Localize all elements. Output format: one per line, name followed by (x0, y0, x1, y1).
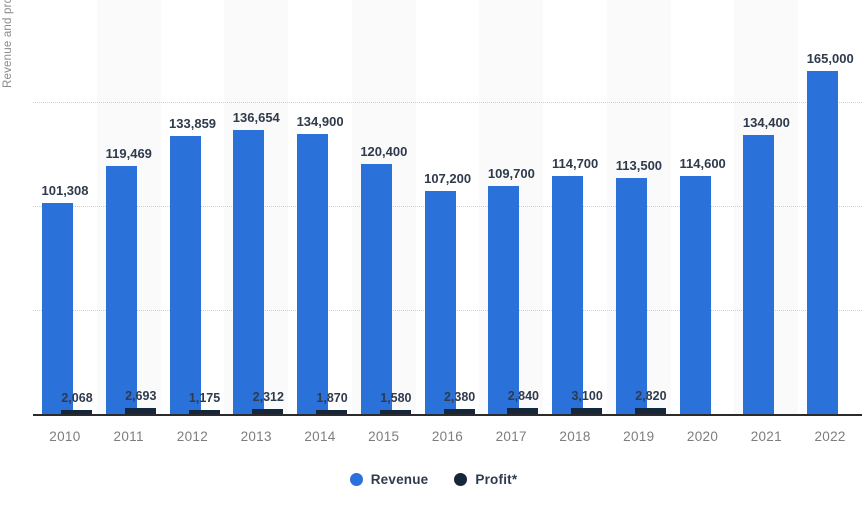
legend-label: Revenue (370, 472, 429, 487)
profit-value-label: 2,380 (443, 390, 476, 404)
revenue-value-label: 165,000 (806, 51, 854, 66)
legend-color-dot-icon (454, 473, 468, 486)
revenue-value-label: 114,700 (551, 156, 599, 171)
profit-value-label: 2,820 (635, 389, 667, 403)
profit-value-label: 1,870 (316, 391, 348, 405)
bar-group: 134,900 1,870 (288, 0, 352, 415)
bar-group: 119,469 2,693 (97, 0, 161, 415)
profit-bar[interactable] (124, 408, 156, 414)
revenue-value-label: 119,469 (105, 146, 152, 161)
chart-legend: Revenue Profit* (0, 472, 867, 487)
bar-column[interactable]: 165,000 (798, 0, 862, 415)
bar-column[interactable]: 109,700 2,840 (479, 0, 543, 415)
legend-color-dot-icon (349, 473, 363, 486)
revenue-value-label: 109,700 (487, 166, 535, 181)
bar-column[interactable]: 119,469 2,693 (97, 0, 161, 415)
revenue-bar[interactable] (360, 164, 392, 414)
x-axis-tick-label: 2015 (368, 429, 400, 444)
bar-columns: 101,308 2,068 119,469 2,693 133,859 1,175 136,… (33, 0, 862, 415)
x-axis-tick-label: 2011 (113, 429, 144, 444)
bar-group: 101,308 2,068 (33, 0, 97, 415)
profit-value-label: 2,068 (61, 391, 93, 405)
bar-group: 113,500 2,820 (607, 0, 671, 415)
bar-column[interactable]: 134,400 (734, 0, 798, 415)
bar-column[interactable]: 107,200 2,380 (416, 0, 480, 415)
revenue-bar[interactable] (105, 166, 137, 414)
gridline (33, 102, 862, 104)
profit-bar[interactable] (252, 409, 284, 414)
x-axis-tick-label: 2018 (559, 429, 591, 444)
legend-label: Profit* (475, 472, 518, 487)
bar-group: 114,700 3,100 (543, 0, 607, 415)
profit-bar[interactable] (188, 410, 220, 414)
profit-value-label: 1,580 (380, 391, 412, 405)
x-axis-tick-label: 2022 (814, 429, 846, 444)
bar-group: 165,000 (798, 0, 862, 415)
revenue-value-label: 134,400 (742, 115, 790, 130)
x-axis-tick-label: 2019 (623, 429, 655, 444)
profit-value-label: 1,175 (188, 391, 221, 405)
bar-group: 136,654 2,312 (224, 0, 288, 415)
x-axis-tick-label: 2017 (495, 429, 527, 444)
bar-group: 114,600 (671, 0, 735, 415)
y-axis-title: Revenue and profit in million U.S. dolla… (2, 0, 14, 88)
profit-bar[interactable] (507, 408, 539, 414)
revenue-value-label: 134,900 (296, 114, 344, 129)
bar-column[interactable]: 120,400 1,580 (352, 0, 416, 415)
bar-column[interactable]: 136,654 2,312 (224, 0, 288, 415)
bar-group: 134,400 (734, 0, 798, 415)
x-axis-tick-label: 2010 (49, 429, 81, 444)
revenue-value-label: 113,500 (615, 158, 663, 173)
revenue-bar[interactable] (488, 186, 520, 414)
profit-value-label: 2,693 (125, 389, 157, 403)
x-axis-tick-label: 2020 (686, 429, 719, 444)
x-axis-tick-label: 2021 (750, 429, 782, 444)
profit-bar[interactable] (634, 408, 666, 414)
revenue-bar[interactable] (297, 134, 329, 414)
revenue-bar[interactable] (169, 136, 201, 414)
revenue-value-label: 133,859 (169, 116, 217, 131)
profit-bar[interactable] (61, 410, 92, 414)
profit-value-label: 2,840 (507, 389, 539, 403)
bar-column[interactable]: 134,900 1,870 (288, 0, 352, 415)
bar-group: 120,400 1,580 (352, 0, 416, 415)
revenue-bar[interactable] (552, 176, 584, 414)
profit-bar[interactable] (316, 410, 348, 414)
x-axis-tick-label: 2016 (431, 429, 464, 444)
revenue-bar[interactable] (424, 191, 456, 414)
profit-value-label: 2,312 (252, 390, 284, 404)
bar-group: 109,700 2,840 (479, 0, 543, 415)
bar-column[interactable]: 114,600 (671, 0, 735, 415)
bar-column[interactable]: 114,700 3,100 (543, 0, 607, 415)
revenue-bar[interactable] (615, 178, 647, 414)
revenue-value-label: 101,308 (41, 183, 89, 198)
legend-item-profit[interactable]: Profit* (454, 472, 517, 487)
revenue-value-label: 120,400 (360, 144, 408, 159)
x-axis-tick-label: 2014 (304, 429, 336, 444)
revenue-bar[interactable] (679, 176, 711, 414)
bar-column[interactable]: 133,859 1,175 (161, 0, 225, 415)
plot-area: 101,308 2,068 119,469 2,693 133,859 1,175 136,… (33, 0, 862, 415)
revenue-value-label: 136,654 (232, 110, 280, 125)
x-axis-tick-label: 2012 (176, 429, 209, 444)
revenue-bar[interactable] (743, 135, 775, 414)
revenue-value-label: 114,600 (679, 156, 726, 171)
revenue-value-label: 107,200 (424, 171, 472, 186)
bar-group: 107,200 2,380 (416, 0, 480, 415)
profit-value-label: 3,100 (571, 389, 603, 403)
revenue-bar[interactable] (807, 71, 839, 414)
x-axis-line (33, 414, 862, 416)
bar-column[interactable]: 113,500 2,820 (607, 0, 671, 415)
profit-bar[interactable] (571, 408, 603, 414)
legend-item-revenue[interactable]: Revenue (349, 472, 429, 487)
x-axis-tick-label: 2013 (240, 429, 272, 444)
bar-group: 133,859 1,175 (161, 0, 225, 415)
profit-bar[interactable] (379, 410, 411, 414)
x-axis-labels: 2010 2011 2012 2013 2014 2015 2016 2017 2018 2019… (33, 424, 862, 450)
profit-bar[interactable] (443, 409, 475, 414)
revenue-bar[interactable] (233, 130, 265, 414)
bar-column[interactable]: 101,308 2,068 (33, 0, 97, 415)
revenue-bar[interactable] (42, 203, 73, 414)
